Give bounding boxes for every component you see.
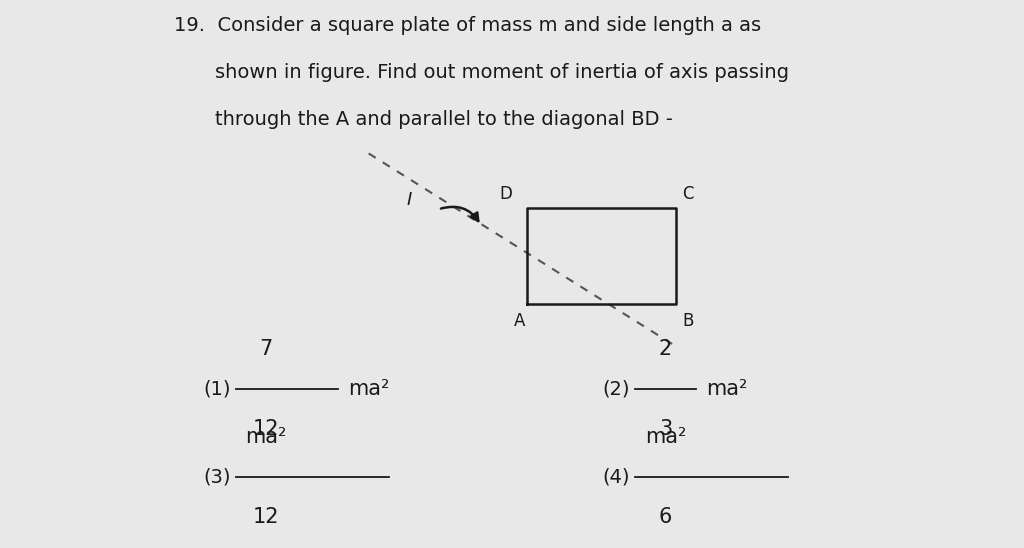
Text: 3: 3	[659, 419, 672, 439]
Text: D: D	[499, 185, 512, 203]
Text: 6: 6	[658, 507, 673, 527]
Text: I: I	[407, 191, 413, 209]
Text: ma²: ma²	[246, 427, 287, 447]
Text: 19.  Consider a square plate of mass m and side length a as: 19. Consider a square plate of mass m an…	[174, 16, 761, 36]
Text: (3): (3)	[203, 467, 230, 486]
Text: C: C	[682, 185, 693, 203]
Text: 2: 2	[659, 339, 672, 359]
Text: through the A and parallel to the diagonal BD -: through the A and parallel to the diagon…	[215, 110, 673, 129]
Text: 12: 12	[253, 419, 280, 439]
Text: ma²: ma²	[645, 427, 686, 447]
Text: (4): (4)	[602, 467, 630, 486]
Text: (1): (1)	[203, 380, 230, 398]
Text: A: A	[513, 312, 525, 330]
Text: (2): (2)	[602, 380, 630, 398]
Text: ma²: ma²	[707, 379, 749, 399]
Text: 12: 12	[253, 507, 280, 527]
Text: shown in figure. Find out moment of inertia of axis passing: shown in figure. Find out moment of iner…	[215, 63, 790, 82]
Text: ma²: ma²	[348, 379, 390, 399]
Text: B: B	[682, 312, 693, 330]
Text: 7: 7	[260, 339, 272, 359]
